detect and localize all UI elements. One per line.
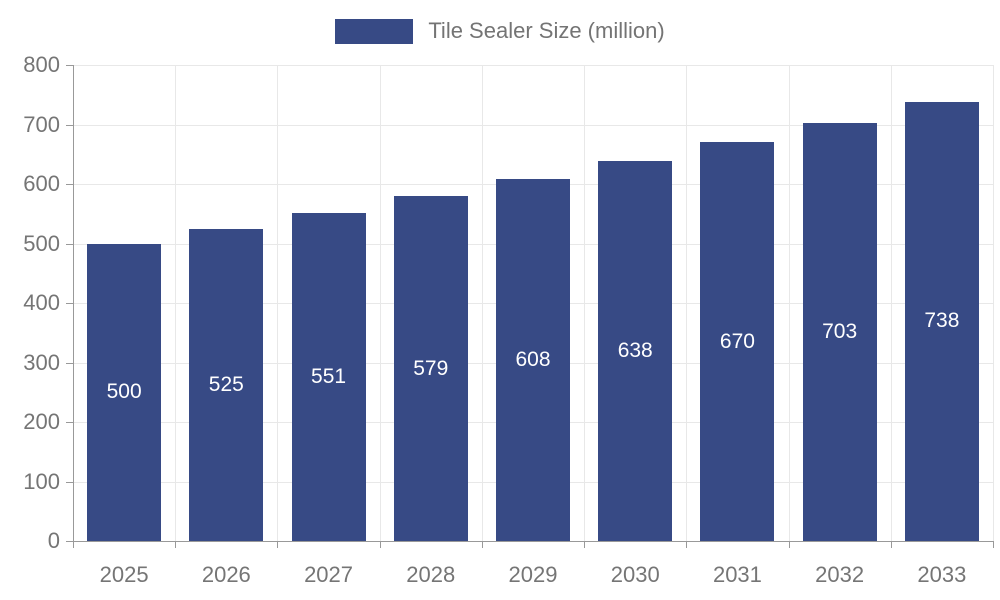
gridline-vertical [686,65,688,541]
legend-swatch [335,18,414,44]
x-axis-tick-label: 2027 [304,562,354,587]
x-axis-tick [584,541,586,548]
y-axis-tick-label: 600 [23,171,60,196]
bar-value-label: 638 [617,339,653,363]
gridline-vertical [584,65,586,541]
y-axis-tick [66,541,73,542]
y-axis-tick [66,184,73,185]
bar [496,179,570,541]
bar-value-label: 551 [311,365,347,389]
y-axis-tick [66,303,73,304]
gridline-horizontal [73,124,993,126]
y-axis-tick [66,243,73,245]
x-axis-tick-label: 2025 [99,562,149,587]
x-axis-tick-label: 2028 [406,562,456,587]
bar-value-label: 703 [822,319,858,343]
x-axis-line [73,541,993,542]
x-axis-tick [277,541,279,548]
gridline-vertical [788,65,790,541]
x-axis-tick-label: 2029 [508,562,558,587]
x-axis-tick-label: 2032 [815,562,865,587]
legend[interactable]: Tile Sealer Size (million) [0,18,1000,44]
gridline-vertical [379,65,381,541]
bar [393,196,468,541]
x-axis-tick-label: 2031 [712,562,762,587]
x-axis-tick [379,541,381,548]
bar [291,213,366,541]
x-axis-tick [686,541,688,548]
bar [598,161,673,541]
gridline-vertical [890,65,892,541]
bar [87,243,162,541]
bar-value-label: 525 [208,372,244,396]
bar-value-label: 670 [719,329,755,353]
y-axis-tick [66,481,73,483]
bar [904,101,979,541]
x-axis-tick [73,541,74,548]
x-axis-tick-label: 2026 [201,562,251,587]
bar [189,228,264,541]
bar-value-label: 579 [413,356,449,380]
x-axis-tick-label: 2030 [610,562,660,587]
y-axis-tick [66,422,73,423]
x-axis-tick [175,541,177,548]
bar [700,142,775,541]
gridline-vertical [481,65,483,541]
gridline-vertical [277,65,279,541]
y-axis-tick [66,124,73,126]
y-axis-tick-label: 700 [23,111,60,137]
y-axis-tick-label: 400 [23,290,60,315]
y-axis-tick-label: 800 [23,52,60,77]
y-axis-tick-label: 0 [47,528,60,553]
gridline-vertical [175,65,177,541]
x-axis-tick [993,541,994,548]
gridline-horizontal [73,65,993,66]
x-axis-tick [788,541,790,548]
bar-value-label: 500 [106,380,142,404]
legend-label: Tile Sealer Size (million) [428,18,665,43]
y-axis-line [73,65,74,542]
x-axis-tick-label: 2033 [917,562,967,587]
x-axis-tick [481,541,483,548]
gridline-vertical [993,65,994,541]
y-axis-tick [66,65,73,66]
bar-value-label: 738 [924,309,960,333]
y-axis-tick [66,362,73,364]
bar-value-label: 608 [515,348,551,372]
bar [802,122,877,541]
y-axis-tick-label: 500 [23,230,60,256]
y-axis-tick-label: 300 [23,349,60,375]
y-axis-tick-label: 200 [23,409,60,434]
x-axis-tick [890,541,892,548]
y-axis-tick-label: 100 [23,468,60,494]
